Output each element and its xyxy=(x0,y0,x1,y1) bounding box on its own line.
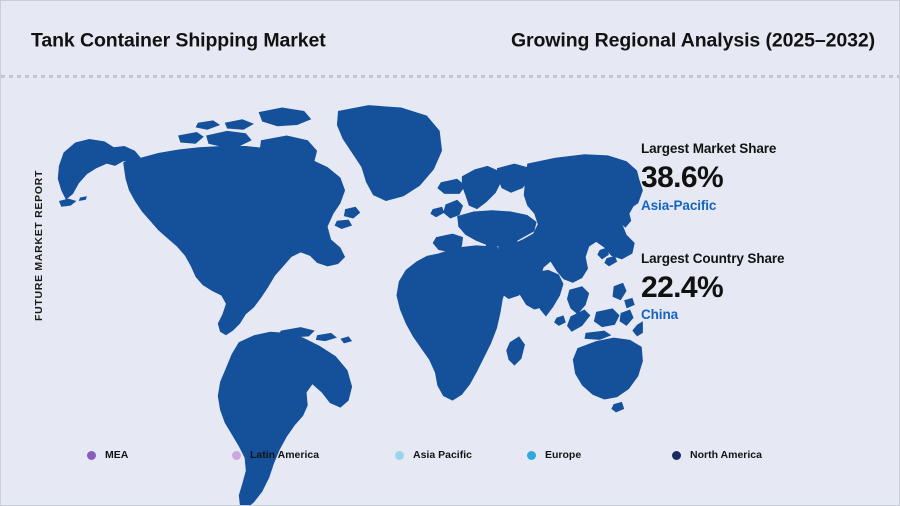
landmass-philippines-south xyxy=(624,297,635,309)
landmass-iceland xyxy=(437,178,466,194)
landmass-java xyxy=(584,330,612,340)
landmass-anatolia xyxy=(507,242,538,259)
landmass-alaska xyxy=(57,139,141,200)
header-divider xyxy=(1,75,899,78)
legend-item-mea: MEA xyxy=(87,449,232,461)
landmass-british-isles xyxy=(443,199,464,219)
landmass-sakhalin xyxy=(620,211,632,228)
legend: MEA Latin America Asia Pacific Europe No… xyxy=(87,449,762,461)
landmass-ireland xyxy=(430,206,445,218)
header-subtitle: Growing Regional Analysis (2025–2032) xyxy=(510,29,875,52)
stat-largest-market-share: Largest Market Share 38.6% Asia-Pacific xyxy=(641,141,881,213)
landmass-asia xyxy=(487,154,641,310)
landmass-aleutians xyxy=(58,198,77,207)
landmass-kamchatka xyxy=(627,179,643,208)
landmass-iberia xyxy=(432,233,464,253)
map-oceania xyxy=(572,337,643,413)
legend-dot xyxy=(395,450,404,460)
landmass-india xyxy=(533,269,564,317)
landmass-scandinavia xyxy=(461,165,502,210)
page-title: Tank Container Shipping Market xyxy=(31,29,326,52)
legend-item-north-america: North America xyxy=(672,449,762,461)
legend-item-latin-america: Latin America xyxy=(232,449,395,461)
legend-item-asia-pacific: Asia Pacific xyxy=(395,449,527,461)
landmass-europe-mainland xyxy=(457,210,537,247)
landmass-africa xyxy=(396,245,517,401)
landmass-australia xyxy=(572,337,643,400)
landmass-sumatra xyxy=(566,309,591,332)
world-map-svg xyxy=(57,105,643,505)
landmass-baffin-island xyxy=(258,135,318,177)
stat-label: Largest Country Share xyxy=(641,250,785,266)
legend-item-europe: Europe xyxy=(527,449,672,461)
landmass-philippines xyxy=(612,282,627,301)
legend-dot xyxy=(87,450,96,460)
stat-value: 22.4% xyxy=(641,270,724,304)
landmass-new-guinea xyxy=(632,321,643,337)
landmass-arctic-isle-4 xyxy=(283,182,306,196)
landmass-banks-island xyxy=(178,132,204,144)
legend-label: Latin America xyxy=(250,449,320,461)
stat-value: 38.6% xyxy=(641,161,724,194)
landmass-sri-lanka xyxy=(554,315,566,326)
landmass-arctic-isle-2 xyxy=(195,120,221,130)
stat-largest-country-share: Largest Country Share 22.4% China xyxy=(641,251,881,323)
legend-dot xyxy=(672,450,681,460)
landmass-borneo xyxy=(593,308,620,328)
landmass-korea xyxy=(597,247,610,260)
landmass-indochina xyxy=(566,286,590,315)
landmass-japan xyxy=(613,234,631,259)
stats-panel: Largest Market Share 38.6% Asia-Pacific … xyxy=(641,141,881,322)
map-landmasses xyxy=(57,105,643,505)
legend-dot xyxy=(527,450,536,460)
landmass-nova-scotia xyxy=(334,219,353,229)
stat-label: Largest Market Share xyxy=(641,141,777,156)
landmass-aleutian-isles xyxy=(78,196,87,201)
landmass-ellesmere xyxy=(258,107,312,127)
landmass-greenland xyxy=(336,105,443,201)
header: Tank Container Shipping Market Growing R… xyxy=(1,1,899,78)
brand-side-label: FUTURE MARKET REPORT xyxy=(33,169,45,321)
landmass-finland-russia-nw xyxy=(496,163,531,193)
landmass-arctic-isle-3 xyxy=(246,150,270,163)
landmass-caribbean-isle xyxy=(340,336,353,344)
legend-label: MEA xyxy=(105,449,129,461)
landmass-hispaniola xyxy=(315,332,337,342)
stat-region: China xyxy=(641,307,679,323)
stat-region: Asia-Pacific xyxy=(641,197,717,213)
legend-label: North America xyxy=(690,449,762,461)
landmass-north-america xyxy=(123,146,346,336)
landmass-victoria-island xyxy=(206,130,252,148)
world-map xyxy=(53,97,643,505)
landmass-south-america xyxy=(217,331,353,505)
landmass-sulawesi xyxy=(619,309,634,326)
landmass-japan-south xyxy=(604,255,618,267)
legend-dot xyxy=(232,450,241,460)
landmass-tasmania xyxy=(611,401,625,413)
landmass-arctic-isle-1 xyxy=(224,119,254,130)
landmass-newfoundland xyxy=(343,206,361,219)
legend-label: Asia Pacific xyxy=(413,449,472,461)
landmass-madagascar xyxy=(506,336,525,366)
legend-label: Europe xyxy=(545,449,582,461)
